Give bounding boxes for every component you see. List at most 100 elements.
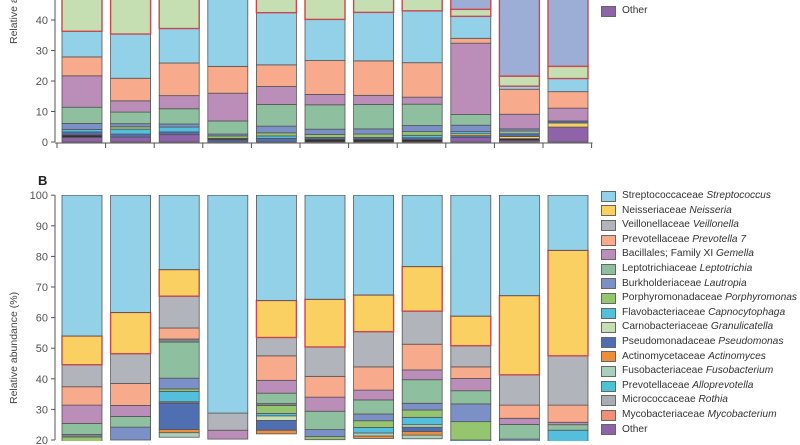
- bar-segment-gemella: [498, 417, 540, 425]
- bar-segment-lautropia: [353, 128, 395, 135]
- bar-segment-leptotrichia: [450, 114, 492, 126]
- panel-b-bar: [352, 195, 395, 439]
- bar-segment-lautropia: [498, 438, 540, 441]
- bar-segment-veillonella: [110, 353, 151, 384]
- legend-swatch: [601, 424, 616, 436]
- bar-segment-streptococcus: [450, 15, 492, 39]
- bar-segment-gemella: [110, 100, 151, 113]
- bar-segment-capnocytophaga: [158, 390, 200, 403]
- legend-family: Prevotellaceae: [622, 233, 693, 245]
- bar-segment-leptotrichia: [158, 108, 200, 125]
- bar-segment-streptococcus: [401, 10, 443, 64]
- bar-segment-lautropia: [158, 123, 200, 128]
- bar-segment-gemella: [304, 94, 346, 106]
- bar-segment-gemella: [61, 404, 103, 424]
- legend-genus: Leptotrichia: [699, 263, 753, 275]
- bar-segment-gemella: [158, 95, 200, 110]
- bar-segment-prevotella-7: [304, 60, 346, 95]
- panel-b-bar: [304, 195, 346, 441]
- bar-segment-actinomycetaceae: [304, 138, 346, 143]
- bar-segment-other: [61, 137, 103, 143]
- panel-a: 0 10 20 30 40: [36, 0, 593, 149]
- panel-a-y-tick-label: 30: [36, 46, 48, 58]
- panel-b-legend: Streptococcaceae Streptococcus Neisseriac…: [601, 189, 797, 437]
- bar-segment-leptotrichia: [110, 416, 151, 428]
- bar-segment-gemella: [401, 369, 443, 381]
- bar-segment-leptotrichia: [61, 106, 103, 124]
- legend-family: Flavobacteriaceae: [622, 306, 709, 318]
- bar-segment-lautropia: [547, 0, 589, 68]
- panel-a-bar: [450, 0, 492, 143]
- panel-b-bar: [498, 195, 541, 441]
- legend-genus: Neisseria: [689, 204, 732, 216]
- bar-segment-capnocytophaga: [158, 126, 200, 133]
- bar-segment-prevotella-7: [61, 386, 103, 406]
- legend-family: Burkholderiaceae: [622, 277, 705, 289]
- legend-swatch: [601, 351, 616, 363]
- bar-segment-capnocytophaga: [450, 439, 492, 441]
- bar-segment-streptococcus: [207, 0, 249, 67]
- bar-segment-leptotrichia: [450, 390, 492, 405]
- bar-segment-pseudomonas: [255, 420, 297, 431]
- bar-segment-veillonella: [304, 346, 346, 377]
- panel-b-y-tick-label: 90: [36, 221, 48, 233]
- panel-a-bar: [352, 0, 395, 143]
- bar-segment-leptotrichia: [255, 392, 297, 404]
- bar-segment-fusobacterium: [158, 432, 200, 438]
- panel-b-bars: [61, 195, 589, 441]
- bar-segment-other: [450, 137, 492, 143]
- bar-segment-fusobacterium: [353, 432, 395, 437]
- bar-segment-streptococcus: [207, 195, 249, 414]
- bar-segment-neisseria: [547, 122, 589, 128]
- bar-segment-porphyromonas: [401, 131, 443, 136]
- panel-a-y-tick-label: 10: [36, 107, 48, 119]
- bar-segment-prevotella-7: [498, 88, 540, 115]
- legend-swatch: [601, 234, 616, 246]
- legend-family: Prevotellaceae: [622, 379, 693, 391]
- bar-segment-gemella: [450, 378, 492, 392]
- legend-genus: Lautropia: [704, 277, 747, 289]
- bar-segment-actinomycetaceae: [353, 138, 395, 143]
- bar-segment-streptococcus: [255, 12, 297, 66]
- legend-item-alloprevotella: Prevotellaceae Alloprevotella: [601, 379, 797, 394]
- bar-segment-prevotella-7: [401, 62, 443, 98]
- bar-segment-granulicatella: [304, 0, 346, 21]
- legend-swatch: [601, 409, 616, 421]
- bar-segment-streptococcus: [547, 195, 589, 251]
- legend-genus: Actinomyces: [708, 350, 766, 362]
- bar-segment-streptococcus: [401, 195, 443, 267]
- bar-segment-streptococcus: [158, 195, 200, 270]
- bar-segment-prevotella-7: [401, 343, 443, 371]
- panel-b-bar: [207, 195, 249, 440]
- panel-a-y-tick-label: 40: [36, 15, 48, 27]
- bar-segment-lautropia: [110, 426, 151, 441]
- bar-segment-gemella: [207, 429, 249, 440]
- bar-segment-gemella: [255, 86, 297, 105]
- legend-item-actinomyces: Actinomycetaceae Actinomyces: [601, 350, 797, 365]
- panel-a-bar: [304, 0, 346, 143]
- bar-segment-leptotrichia: [207, 120, 249, 135]
- bar-segment-pseudomonas: [255, 137, 297, 143]
- legend-genus: Prevotella 7: [692, 233, 747, 245]
- bar-segment-lautropia: [450, 0, 492, 11]
- bar-segment-veillonella: [450, 345, 492, 368]
- panel-a-bar: [109, 0, 152, 143]
- legend-swatch: [601, 190, 616, 202]
- panel-a-bar: [547, 0, 589, 143]
- bar-segment-porphyromonas: [353, 133, 395, 138]
- bar-segment-prevotella-7: [353, 366, 395, 391]
- panel-b-bar: [547, 195, 589, 441]
- bar-segment-neisseria: [450, 315, 492, 347]
- bar-segment-streptococcus: [304, 195, 346, 300]
- bar-segment-leptotrichia: [498, 423, 540, 440]
- bar-segment-prevotella-7: [547, 91, 589, 109]
- bar-segment-capnocytophaga: [353, 427, 395, 434]
- bar-segment-gemella: [547, 107, 589, 122]
- bar-segment-streptococcus: [498, 195, 540, 296]
- legend-item-other: Other: [601, 4, 647, 19]
- legend-item-other: Other: [601, 423, 797, 438]
- bar-segment-veillonella: [353, 331, 395, 368]
- bar-segment-veillonella: [401, 310, 443, 345]
- bar-segment-gemella: [110, 405, 151, 417]
